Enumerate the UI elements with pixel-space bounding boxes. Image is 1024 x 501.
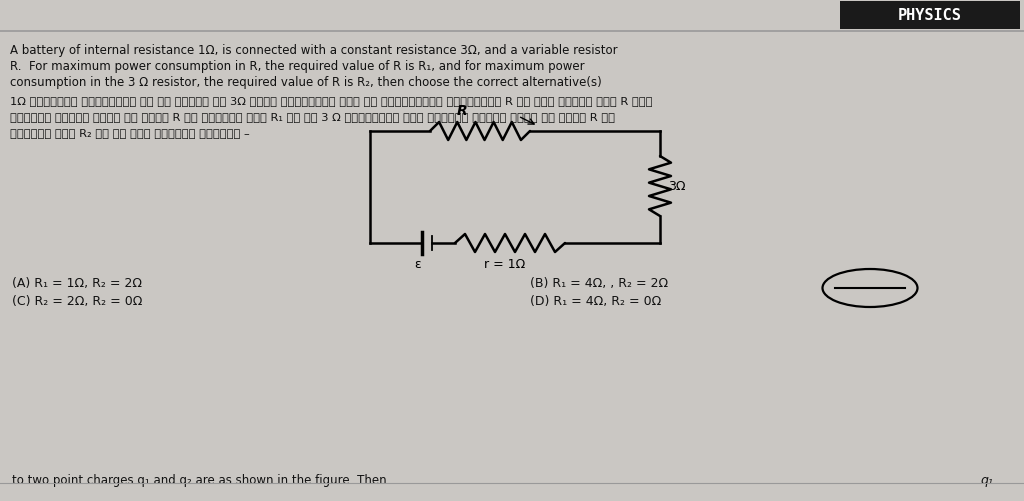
Text: R: R bbox=[457, 104, 467, 118]
FancyBboxPatch shape bbox=[840, 2, 1020, 30]
Text: consumption in the 3 Ω resistor, the required value of R is R₂, then choose the : consumption in the 3 Ω resistor, the req… bbox=[10, 76, 602, 89]
Text: 1Ω आन्तरिक प्रतिरोध की एक बैटरी एक 3Ω नियत प्रतिरोध तथा एक परिवर्तित प्रतिरोध R : 1Ω आन्तरिक प्रतिरोध की एक बैटरी एक 3Ω नि… bbox=[10, 96, 652, 106]
Text: R.  For maximum power consumption in R, the required value of R is R₁, and for m: R. For maximum power consumption in R, t… bbox=[10, 60, 585, 73]
Text: (B) R₁ = 4Ω, , R₂ = 2Ω: (B) R₁ = 4Ω, , R₂ = 2Ω bbox=[530, 277, 668, 290]
Text: 3Ω: 3Ω bbox=[668, 180, 685, 193]
Text: q₁: q₁ bbox=[980, 473, 993, 486]
Text: (C) R₂ = 2Ω, R₂ = 0Ω: (C) R₂ = 2Ω, R₂ = 0Ω bbox=[12, 295, 142, 308]
Text: अधिकतम शक्ति व्यय के लिये R का आवश्यक मान R₁ है और 3 Ω प्रतिरोध में अधिकतम शक्ति: अधिकतम शक्ति व्यय के लिये R का आवश्यक मा… bbox=[10, 112, 615, 122]
Text: आवश्यक मान R₂ हो तो सही विकल्प चुनिये –: आवश्यक मान R₂ हो तो सही विकल्प चुनिये – bbox=[10, 128, 250, 138]
Text: (A) R₁ = 1Ω, R₂ = 2Ω: (A) R₁ = 1Ω, R₂ = 2Ω bbox=[12, 277, 142, 290]
Text: ε: ε bbox=[415, 258, 421, 271]
Text: PHYSICS: PHYSICS bbox=[898, 9, 962, 24]
Text: to two point charges q₁ and q₂ are as shown in the figure. Then: to two point charges q₁ and q₂ are as sh… bbox=[12, 473, 387, 486]
Text: r = 1Ω: r = 1Ω bbox=[484, 258, 525, 271]
Text: (D) R₁ = 4Ω, R₂ = 0Ω: (D) R₁ = 4Ω, R₂ = 0Ω bbox=[530, 295, 662, 308]
Text: A battery of internal resistance 1Ω, is connected with a constant resistance 3Ω,: A battery of internal resistance 1Ω, is … bbox=[10, 44, 617, 57]
